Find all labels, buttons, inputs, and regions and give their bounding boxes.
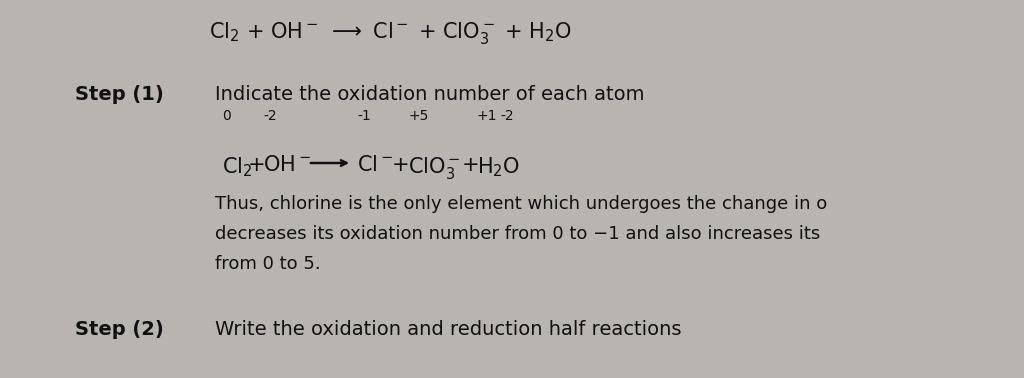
Text: Indicate the oxidation number of each atom: Indicate the oxidation number of each at… [215, 85, 644, 104]
Text: $\mathregular{Cl^-}$: $\mathregular{Cl^-}$ [357, 155, 393, 175]
Text: +: + [248, 155, 265, 175]
Text: Cl$_2$ + OH$^-$ $\longrightarrow$ Cl$^-$ + ClO$_3^-$ + H$_2$O: Cl$_2$ + OH$^-$ $\longrightarrow$ Cl$^-$… [209, 20, 571, 46]
Text: $\mathregular{H_2O}$: $\mathregular{H_2O}$ [477, 155, 520, 178]
Text: $\mathregular{ClO_3^-}$: $\mathregular{ClO_3^-}$ [408, 155, 461, 181]
Text: +1: +1 [477, 109, 498, 123]
Text: -2: -2 [263, 109, 276, 123]
Text: Step (1): Step (1) [75, 85, 164, 104]
Text: +: + [392, 155, 410, 175]
Text: 0: 0 [222, 109, 230, 123]
Text: Step (2): Step (2) [75, 320, 164, 339]
Text: $\mathregular{Cl_2}$: $\mathregular{Cl_2}$ [222, 155, 253, 178]
Text: from 0 to 5.: from 0 to 5. [215, 255, 321, 273]
Text: Thus, chlorine is the only element which undergoes the change in o: Thus, chlorine is the only element which… [215, 195, 827, 213]
Text: -1: -1 [357, 109, 371, 123]
Text: decreases its oxidation number from 0 to −1 and also increases its: decreases its oxidation number from 0 to… [215, 225, 820, 243]
Text: $\mathregular{OH^-}$: $\mathregular{OH^-}$ [263, 155, 311, 175]
Text: +5: +5 [408, 109, 428, 123]
Text: -2: -2 [500, 109, 514, 123]
Text: Write the oxidation and reduction half reactions: Write the oxidation and reduction half r… [215, 320, 682, 339]
Text: +: + [462, 155, 479, 175]
